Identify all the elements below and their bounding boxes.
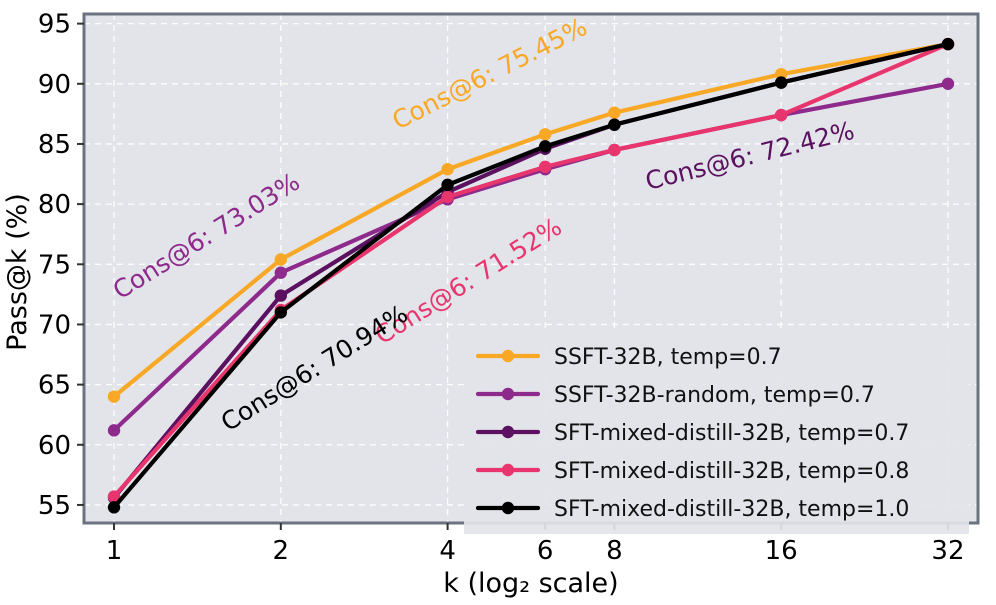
data-point [441,178,454,192]
x-tick-label: 2 [273,536,290,566]
data-point [941,77,955,90]
y-tick-label: 95 [38,10,71,40]
legend-label-4[interactable]: SFT-mixed-distill-32B, temp=1.0 [554,497,909,522]
x-tick-label: 4 [439,536,456,566]
legend-marker-4 [501,501,515,515]
data-point [107,424,121,437]
x-tick-label: 32 [931,536,964,566]
legend-marker-2 [501,425,515,439]
data-point [608,106,621,119]
data-point [107,490,121,503]
data-point [774,108,788,122]
data-point [608,143,621,157]
x-tick-label: 1 [106,536,123,566]
x-tick-label: 16 [765,536,798,566]
legend-marker-1 [501,387,515,401]
data-point [107,390,121,403]
x-tick-label: 6 [537,536,554,566]
y-tick-label: 60 [38,431,71,461]
data-point [774,76,788,89]
legend-marker-3 [501,463,515,477]
data-point [274,289,288,302]
legend-marker-0 [501,349,515,363]
legend[interactable]: SSFT-32B, temp=0.7 SSFT-32B-random, temp=… [464,330,969,534]
y-tick-label: 90 [38,70,71,100]
y-tick-label: 80 [38,190,71,220]
y-tick-label: 85 [38,130,71,160]
y-tick-label: 55 [38,491,71,521]
data-point [274,266,288,279]
data-point [538,128,552,141]
data-point [608,118,621,131]
y-tick-label: 75 [38,250,71,280]
x-axis-ticks: 1 2 4 6 8 16 32 [106,523,965,566]
data-point [107,501,121,514]
data-point [441,190,454,204]
x-axis-label: k (log₂ scale) [443,568,618,599]
y-tick-label: 65 [38,371,71,401]
x-tick-label: 8 [606,536,623,566]
legend-label-0[interactable]: SSFT-32B, temp=0.7 [554,345,782,370]
data-point [441,163,454,176]
legend-label-2[interactable]: SFT-mixed-distill-32B, temp=0.7 [554,421,909,446]
data-point [274,253,288,266]
gridlines [84,14,978,523]
y-axis-ticks: 55 60 65 70 75 80 85 90 95 [38,10,84,521]
series-lines [107,37,955,514]
data-point [538,160,552,174]
y-axis-label: Pass@k (%) [2,193,33,351]
legend-label-3[interactable]: SFT-mixed-distill-32B, temp=0.8 [554,459,909,484]
legend-background [464,330,969,534]
data-point [274,306,288,319]
data-point [941,37,955,51]
legend-label-1[interactable]: SSFT-32B-random, temp=0.7 [554,383,875,408]
y-tick-label: 70 [38,310,71,340]
data-point [538,140,552,153]
